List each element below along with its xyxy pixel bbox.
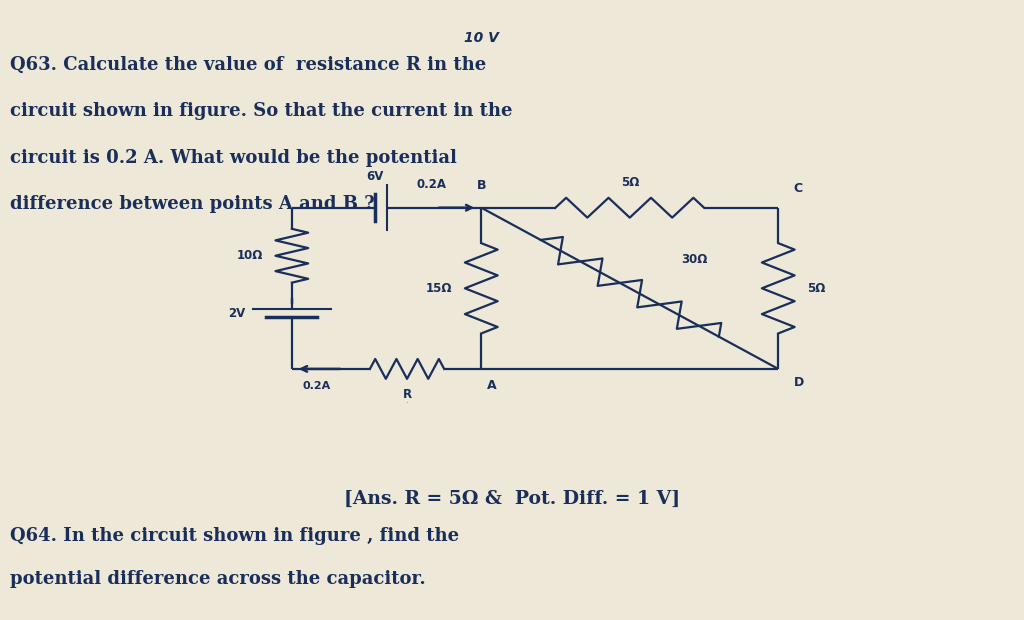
Text: 10 V: 10 V [464,31,499,45]
Text: circuit is 0.2 A. What would be the potential: circuit is 0.2 A. What would be the pote… [10,149,457,167]
Text: 6V: 6V [367,170,383,183]
Text: 2V: 2V [228,307,246,319]
Text: R: R [402,388,412,401]
Text: 15Ω: 15Ω [426,282,453,294]
Text: circuit shown in figure. So that the current in the: circuit shown in figure. So that the cur… [10,102,513,120]
Text: D: D [794,376,804,389]
Text: [Ans. R = 5Ω &  Pot. Diff. = 1 V]: [Ans. R = 5Ω & Pot. Diff. = 1 V] [344,490,680,508]
Text: C: C [794,182,803,195]
Text: 5Ω: 5Ω [621,176,639,189]
Text: 0.2A: 0.2A [302,381,331,391]
Text: 10Ω: 10Ω [237,249,263,262]
Text: Q63. Calculate the value of  resistance R in the: Q63. Calculate the value of resistance R… [10,56,486,74]
Text: potential difference across the capacitor.: potential difference across the capacito… [10,570,426,588]
Text: 5Ω: 5Ω [807,282,825,294]
Text: difference between points A and B ?: difference between points A and B ? [10,195,375,213]
Text: B: B [476,179,486,192]
Text: Q64. In the circuit shown in figure , find the: Q64. In the circuit shown in figure , fi… [10,527,460,545]
Text: 30Ω: 30Ω [681,254,708,267]
Text: A: A [486,379,497,392]
Text: 0.2A: 0.2A [417,178,446,191]
